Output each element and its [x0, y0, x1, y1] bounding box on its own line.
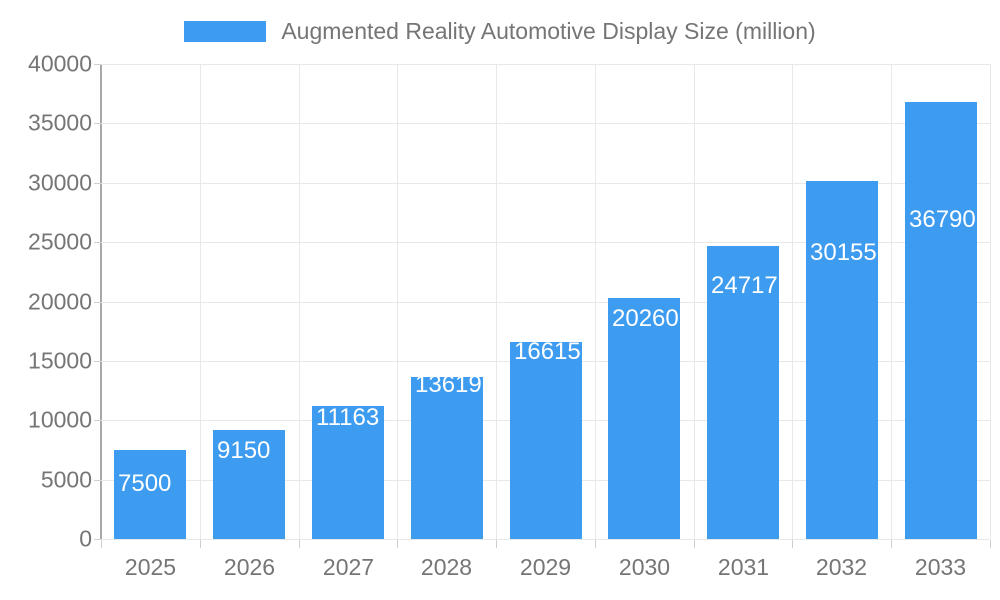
gridline-vertical: [891, 64, 892, 539]
gridline-vertical: [397, 64, 398, 539]
gridline-vertical: [496, 64, 497, 539]
y-axis-tick-label: 20000: [28, 288, 92, 314]
bar[interactable]: [510, 341, 582, 539]
bar[interactable]: [905, 102, 977, 539]
x-tick-mark: [397, 540, 398, 548]
y-tick-mark: [94, 64, 101, 65]
bar-value-label: 9150: [217, 437, 271, 464]
x-axis-tick-label: 2026: [223, 554, 276, 580]
gridline-horizontal: [101, 301, 990, 303]
bar-value-label: 24717: [711, 272, 778, 299]
y-tick-mark: [94, 539, 101, 540]
y-tick-mark: [94, 479, 101, 481]
bar[interactable]: [114, 449, 186, 539]
x-tick-mark: [891, 540, 892, 548]
bar-value-label: 13619: [415, 371, 482, 398]
x-tick-mark: [792, 540, 793, 548]
bar-value-label: 7500: [118, 470, 172, 497]
x-tick-mark: [595, 540, 596, 548]
gridline-vertical: [200, 64, 201, 539]
gridline-horizontal: [101, 539, 990, 540]
y-axis-tick-label: 35000: [28, 109, 92, 136]
y-tick-mark: [94, 301, 101, 303]
bar[interactable]: [707, 245, 779, 539]
y-axis-tick-label: 10000: [28, 406, 92, 433]
plot-area: 7500 9150 11163 13619 16615 20260 24717 30155 36…: [101, 64, 991, 540]
x-tick-mark: [200, 540, 201, 548]
y-axis-tick-label: 15000: [28, 347, 92, 374]
legend-series-label: Augmented Reality Automotive Display Siz…: [281, 17, 816, 44]
x-axis-tick-label: 2033: [914, 554, 967, 580]
x-tick-mark: [299, 540, 300, 548]
x-axis-tick-label: 2031: [717, 554, 770, 580]
x-axis-tick-label: 2027: [322, 554, 375, 580]
gridline-vertical: [694, 64, 695, 539]
y-axis-tick-label: 25000: [28, 228, 92, 255]
x-tick-mark: [496, 540, 497, 548]
x-tick-mark: [694, 540, 695, 548]
bar-value-label: 16615: [514, 338, 581, 365]
y-axis-tick-label: 5000: [40, 466, 92, 493]
x-axis-tick-label: 2032: [815, 554, 868, 580]
y-tick-mark: [94, 182, 101, 184]
y-tick-mark: [94, 360, 101, 362]
x-tick-mark: [101, 540, 102, 548]
gridline-horizontal: [101, 64, 990, 65]
y-axis-ticks: 0 5000 10000 15000 20000 25000 30000 35000 40000: [0, 0, 92, 600]
x-tick-mark: [990, 540, 991, 548]
x-axis-tick-label: 2028: [420, 554, 473, 580]
bar[interactable]: [608, 298, 680, 539]
gridline-vertical: [792, 64, 793, 539]
gridline-vertical: [595, 64, 596, 539]
x-axis-tick-label: 2030: [618, 554, 671, 580]
y-tick-mark: [94, 420, 101, 422]
bar-value-label: 11163: [316, 404, 380, 431]
y-axis-tick-label: 30000: [28, 169, 92, 196]
y-tick-mark: [94, 123, 101, 125]
y-axis-tick-label: 0: [79, 525, 92, 552]
bar[interactable]: [213, 430, 285, 539]
bar-value-label: 20260: [612, 305, 679, 332]
gridline-vertical: [990, 64, 991, 539]
bar[interactable]: [806, 180, 878, 539]
y-tick-mark: [94, 242, 101, 244]
bar[interactable]: [411, 377, 483, 539]
gridline-horizontal: [101, 242, 990, 244]
gridline-vertical: [299, 64, 300, 539]
bar-value-label: 30155: [810, 239, 877, 266]
x-axis-tick-label: 2029: [519, 554, 572, 580]
chart-legend: Augmented Reality Automotive Display Siz…: [0, 14, 1000, 48]
y-axis-tick-label: 40000: [28, 50, 92, 77]
bar[interactable]: [312, 406, 384, 539]
bar-value-label: 36790: [909, 206, 976, 233]
legend-color-swatch-icon: [184, 20, 267, 42]
x-axis-tick-label: 2025: [124, 554, 177, 580]
gridline-horizontal: [101, 182, 990, 184]
gridline-horizontal: [101, 123, 990, 125]
